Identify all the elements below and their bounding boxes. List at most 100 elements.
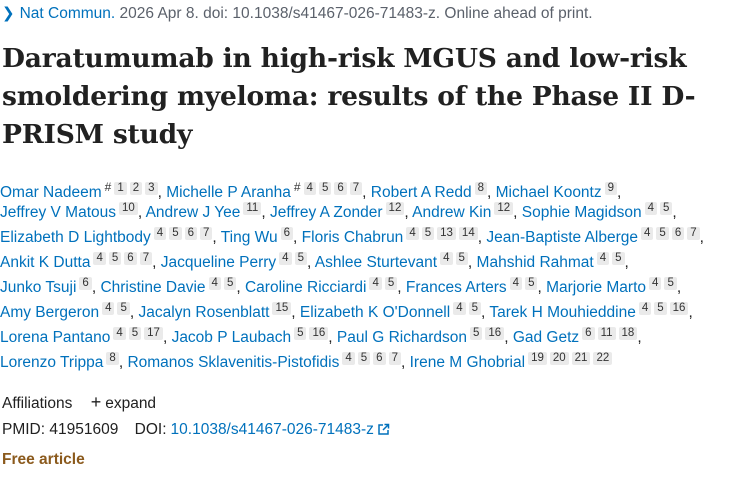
author-name-link[interactable]: Omar Nadeem [0, 184, 102, 201]
author-name-link[interactable]: Junko Tsuji [0, 279, 77, 296]
author-name-link[interactable]: Jeffrey V Matous [0, 204, 117, 221]
affiliation-badge[interactable]: 4 [509, 277, 523, 290]
affiliation-badge[interactable]: 5 [421, 227, 435, 240]
author-name-link[interactable]: Paul G Richardson [336, 329, 467, 346]
affiliation-badge[interactable]: 5 [455, 252, 468, 265]
affiliation-badge[interactable]: 5 [128, 327, 142, 340]
affiliation-badge[interactable]: 7 [349, 182, 363, 195]
affiliation-badge[interactable]: 7 [139, 252, 153, 265]
affiliation-badge[interactable]: 5 [357, 352, 371, 365]
affiliation-badge[interactable]: 2 [129, 182, 143, 195]
affiliation-badge[interactable]: 4 [453, 302, 466, 315]
affiliation-badge[interactable]: 4 [641, 227, 654, 240]
author-name-link[interactable]: Andrew Kin [412, 204, 492, 221]
doi-link[interactable]: 10.1038/s41467-026-71483-z [171, 421, 390, 438]
affiliation-badge[interactable]: 16 [485, 327, 505, 340]
author-name-link[interactable]: Irene M Ghobrial [409, 354, 526, 371]
affiliation-badge[interactable]: 6 [79, 277, 92, 290]
affiliation-badge[interactable]: 3 [145, 182, 158, 195]
affiliation-badge[interactable]: 4 [303, 182, 316, 195]
affiliation-badge[interactable]: 18 [618, 327, 638, 340]
affiliation-badge[interactable]: 5 [294, 252, 307, 265]
author-name-link[interactable]: Lorenzo Trippa [0, 354, 104, 371]
author-name-link[interactable]: Michael Koontz [495, 184, 602, 201]
author-name-link[interactable]: Christine Davie [100, 279, 206, 296]
affiliation-badge[interactable]: 5 [664, 277, 677, 290]
affiliation-badge[interactable]: 4 [113, 327, 126, 340]
affiliation-badge[interactable]: 6 [373, 352, 386, 365]
author-name-link[interactable]: Mahshid Rahmat [476, 254, 594, 271]
affiliation-badge[interactable]: 6 [280, 227, 294, 240]
affiliation-badge[interactable]: 11 [597, 327, 616, 340]
author-name-link[interactable]: Jean-Baptiste Alberge [486, 229, 638, 246]
author-name-link[interactable]: Ashlee Sturtevant [314, 254, 438, 271]
affiliation-badge[interactable]: 6 [582, 327, 595, 340]
affiliation-badge[interactable]: 4 [406, 227, 419, 240]
author-name-link[interactable]: Andrew J Yee [145, 204, 241, 221]
affiliation-badge[interactable]: 4 [440, 252, 453, 265]
affiliation-badge[interactable]: 5 [468, 302, 482, 315]
affiliation-badge[interactable]: 7 [388, 352, 401, 365]
affiliation-badge[interactable]: 4 [596, 252, 610, 265]
affiliation-badge[interactable]: 13 [437, 227, 456, 240]
author-name-link[interactable]: Gad Getz [512, 329, 580, 346]
affiliation-badge[interactable]: 12 [385, 202, 405, 215]
affiliation-badge[interactable]: 5 [656, 227, 669, 240]
affiliation-badge[interactable]: 4 [342, 352, 355, 365]
author-name-link[interactable]: Jacqueline Perry [160, 254, 277, 271]
author-name-link[interactable]: Jeffrey A Zonder [269, 204, 383, 221]
affiliation-badge[interactable]: 22 [593, 352, 613, 365]
affiliation-badge[interactable]: 6 [671, 227, 685, 240]
affiliation-badge[interactable]: 4 [644, 202, 657, 215]
affiliation-badge[interactable]: 6 [334, 182, 347, 195]
author-name-link[interactable]: Caroline Ricciardi [244, 279, 367, 296]
author-name-link[interactable]: Amy Bergeron [0, 304, 100, 321]
author-name-link[interactable]: Lorena Pantano [0, 329, 111, 346]
affiliation-badge[interactable]: 4 [649, 277, 662, 290]
author-name-link[interactable]: Michelle P Aranha [166, 184, 291, 201]
affiliation-badge[interactable]: 16 [669, 302, 689, 315]
affiliation-badge[interactable]: 1 [114, 182, 127, 195]
affiliation-badge[interactable]: 11 [243, 202, 262, 215]
affiliations-expand-button[interactable]: + expand [91, 392, 156, 412]
author-name-link[interactable]: Tarek H Mouhieddine [489, 304, 636, 321]
author-name-link[interactable]: Romanos Sklavenitis-Pistofidis [127, 354, 340, 371]
affiliation-badge[interactable]: 5 [654, 302, 667, 315]
affiliation-badge[interactable]: 4 [279, 252, 292, 265]
affiliation-badge[interactable]: 7 [200, 227, 213, 240]
author-name-link[interactable]: Sophie Magidson [521, 204, 642, 221]
affiliation-badge[interactable]: 14 [458, 227, 478, 240]
affiliation-badge[interactable]: 15 [272, 302, 292, 315]
affiliation-badge[interactable]: 4 [208, 277, 221, 290]
journal-link[interactable]: Nat Commun. [19, 5, 116, 22]
author-name-link[interactable]: Elizabeth K O'Donnell [299, 304, 451, 321]
author-name-link[interactable]: Ankit K Dutta [0, 254, 91, 271]
author-name-link[interactable]: Ting Wu [220, 229, 278, 246]
affiliation-badge[interactable]: 8 [474, 182, 488, 195]
affiliation-badge[interactable]: 6 [124, 252, 137, 265]
affiliation-badge[interactable]: 6 [184, 227, 198, 240]
affiliation-badge[interactable]: 5 [318, 182, 332, 195]
affiliation-badge[interactable]: 5 [294, 327, 307, 340]
affiliation-badge[interactable]: 5 [117, 302, 130, 315]
affiliation-badge[interactable]: 5 [384, 277, 398, 290]
affiliation-badge[interactable]: 16 [309, 327, 329, 340]
affiliation-badge[interactable]: 7 [687, 227, 700, 240]
affiliation-badge[interactable]: 4 [93, 252, 106, 265]
affiliation-badge[interactable]: 12 [494, 202, 514, 215]
author-name-link[interactable]: Robert A Redd [370, 184, 472, 201]
affiliation-badge[interactable]: 17 [144, 327, 163, 340]
author-name-link[interactable]: Jacalyn Rosenblatt [138, 304, 270, 321]
affiliation-badge[interactable]: 9 [604, 182, 618, 195]
affiliation-badge[interactable]: 8 [106, 352, 119, 365]
affiliation-badge[interactable]: 4 [102, 302, 115, 315]
affiliation-badge[interactable]: 10 [119, 202, 138, 215]
affiliation-badge[interactable]: 5 [659, 202, 673, 215]
author-name-link[interactable]: Marjorie Marto [546, 279, 647, 296]
author-name-link[interactable]: Floris Chabrun [301, 229, 404, 246]
affiliation-badge[interactable]: 5 [470, 327, 483, 340]
affiliation-badge[interactable]: 5 [612, 252, 625, 265]
author-name-link[interactable]: Frances Arters [405, 279, 507, 296]
affiliation-badge[interactable]: 4 [153, 227, 167, 240]
affiliation-badge[interactable]: 20 [549, 352, 569, 365]
